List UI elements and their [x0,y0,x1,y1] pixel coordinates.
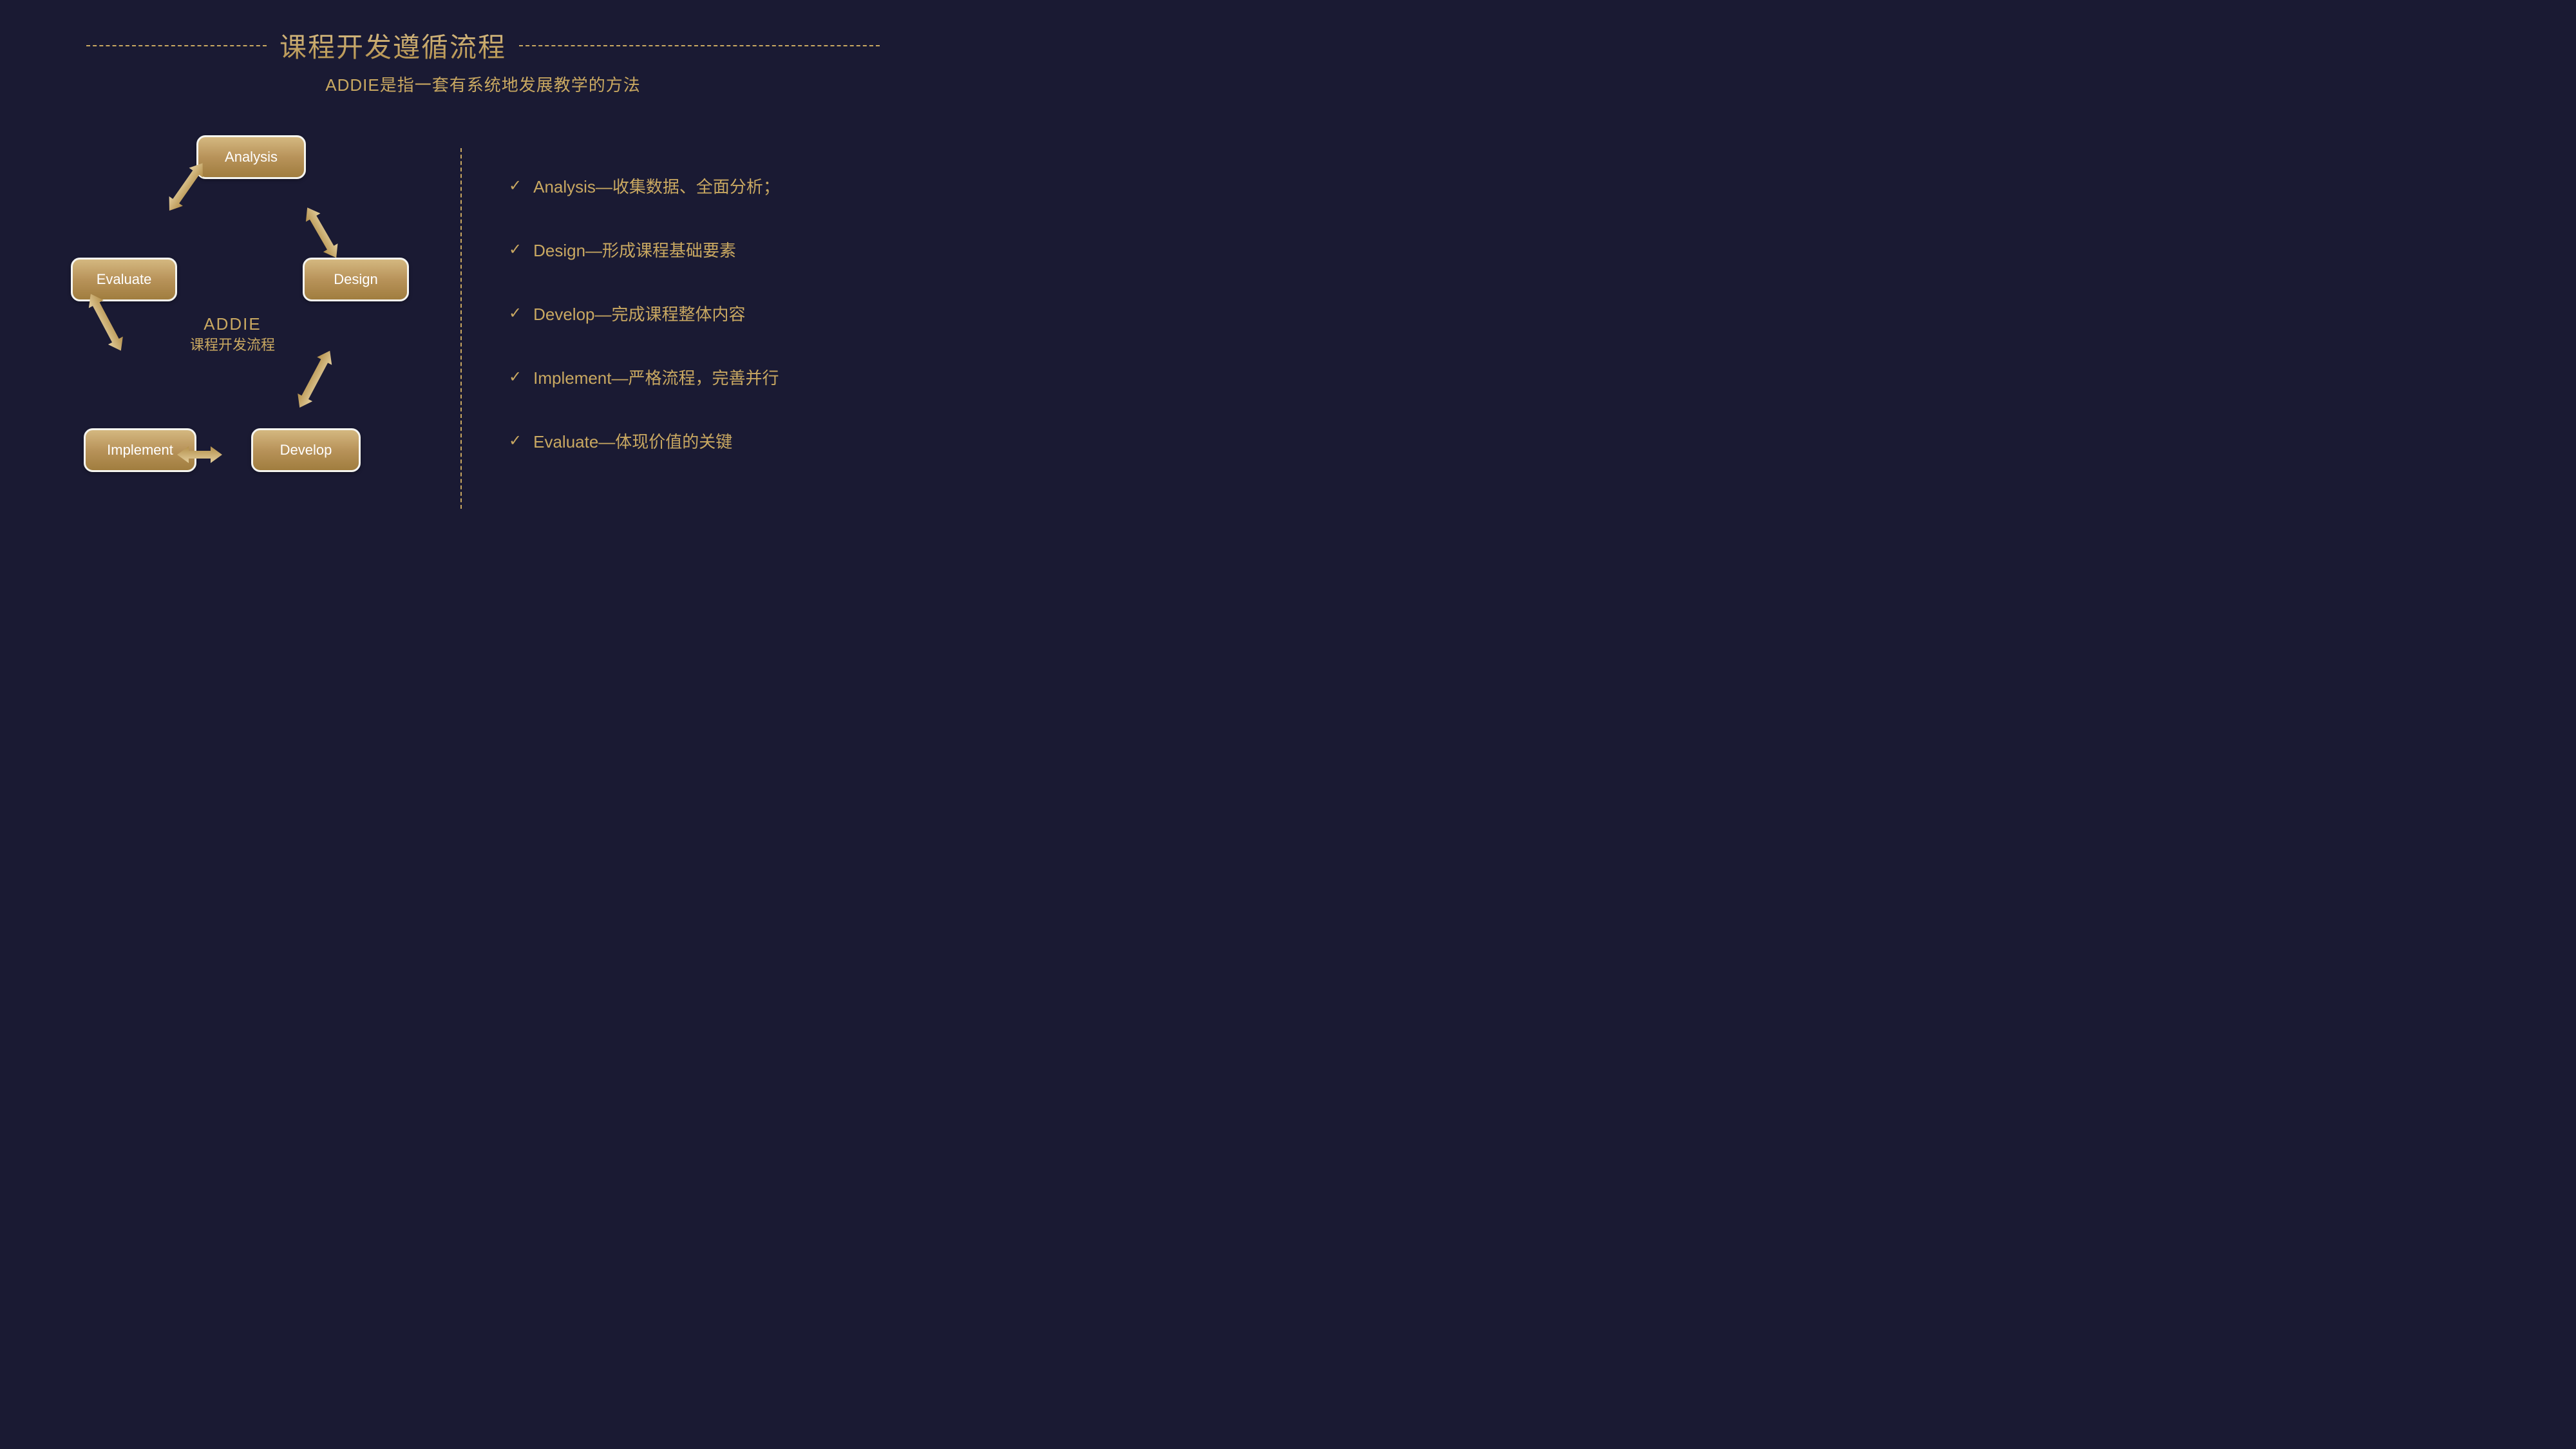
vertical-divider [460,148,462,509]
node-evaluate: Evaluate [71,258,177,301]
description-list: ✓ Analysis—收集数据、全面分析； ✓ Design—形成课程基础要素 ✓ Dev… [509,174,921,493]
node-label: Evaluate [97,271,152,288]
center-label-line2: 课程开发流程 [190,336,275,355]
node-analysis: Analysis [196,135,306,179]
node-develop: Develop [251,428,361,472]
title-rule-right [519,45,880,46]
check-icon: ✓ [509,368,522,386]
list-item: ✓ Design—形成课程基础要素 [509,238,921,261]
title-row: 课程开发遵循流程 [0,26,966,65]
node-design: Design [303,258,409,301]
check-icon: ✓ [509,240,522,259]
node-label: Develop [280,442,332,459]
node-implement: Implement [84,428,196,472]
addie-cycle-diagram: Analysis Design Develop Implement Evaluate A… [52,135,412,502]
list-item: ✓ Evaluate—体现价值的关键 [509,429,921,453]
list-item: ✓ Develop—完成课程整体内容 [509,301,921,325]
node-label: Analysis [225,149,278,166]
list-item-text: Evaluate—体现价值的关键 [533,429,732,453]
check-icon: ✓ [509,304,522,323]
center-label-line1: ADDIE [190,312,275,336]
title-rule-left [86,45,267,46]
diagram-center-label: ADDIE 课程开发流程 [190,312,275,355]
page-title: 课程开发遵循流程 [279,26,506,65]
list-item-text: Design—形成课程基础要素 [533,238,736,261]
list-item-text: Implement—严格流程，完善并行 [533,365,779,389]
page-subtitle: ADDIE是指一套有系统地发展教学的方法 [0,72,966,96]
list-item-text: Analysis—收集数据、全面分析； [533,174,780,198]
check-icon: ✓ [509,431,522,450]
arrow-design-develop [288,345,339,413]
check-icon: ✓ [509,176,522,195]
node-label: Design [334,271,377,288]
arrow-analysis-design [296,202,345,264]
list-item-text: Develop—完成课程整体内容 [533,301,745,325]
list-item: ✓ Analysis—收集数据、全面分析； [509,174,921,198]
list-item: ✓ Implement—严格流程，完善并行 [509,365,921,389]
node-label: Implement [107,442,173,459]
